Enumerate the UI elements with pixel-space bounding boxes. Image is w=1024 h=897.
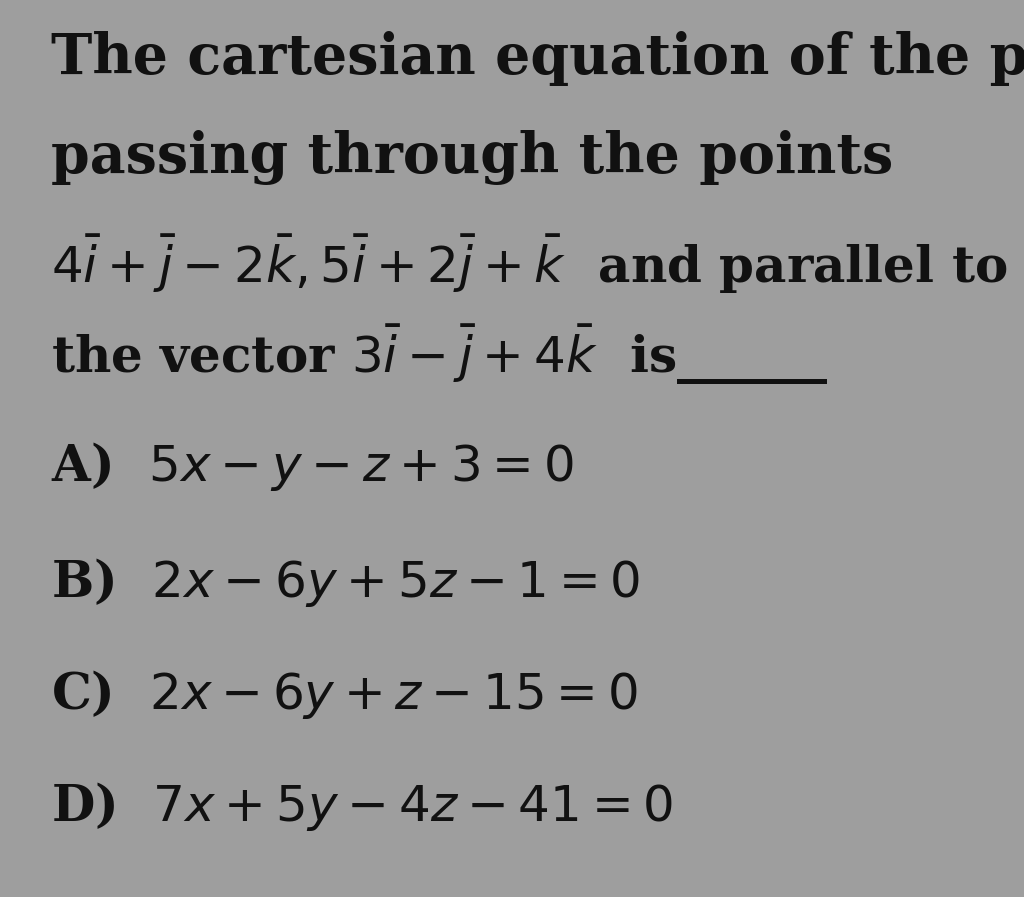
Text: D)  $7x+5y-4z-41=0$: D) $7x+5y-4z-41=0$ [51,780,674,833]
Text: $4\bar{i}+\bar{j}-2\bar{k},5\bar{i}+2\bar{j}+\bar{k}$  and parallel to: $4\bar{i}+\bar{j}-2\bar{k},5\bar{i}+2\ba… [51,233,1008,296]
Text: C)  $2x-6y+z-15=0$: C) $2x-6y+z-15=0$ [51,668,638,721]
Text: B)  $2x-6y+5z-1=0$: B) $2x-6y+5z-1=0$ [51,556,640,609]
Text: the vector $3\bar{i}-\bar{j}+4\bar{k}$  is______: the vector $3\bar{i}-\bar{j}+4\bar{k}$ i… [51,323,828,387]
Text: A)  $5x-y-z+3=0$: A) $5x-y-z+3=0$ [51,440,573,492]
Text: The cartesian equation of the plane: The cartesian equation of the plane [51,31,1024,86]
Text: passing through the points: passing through the points [51,130,894,185]
